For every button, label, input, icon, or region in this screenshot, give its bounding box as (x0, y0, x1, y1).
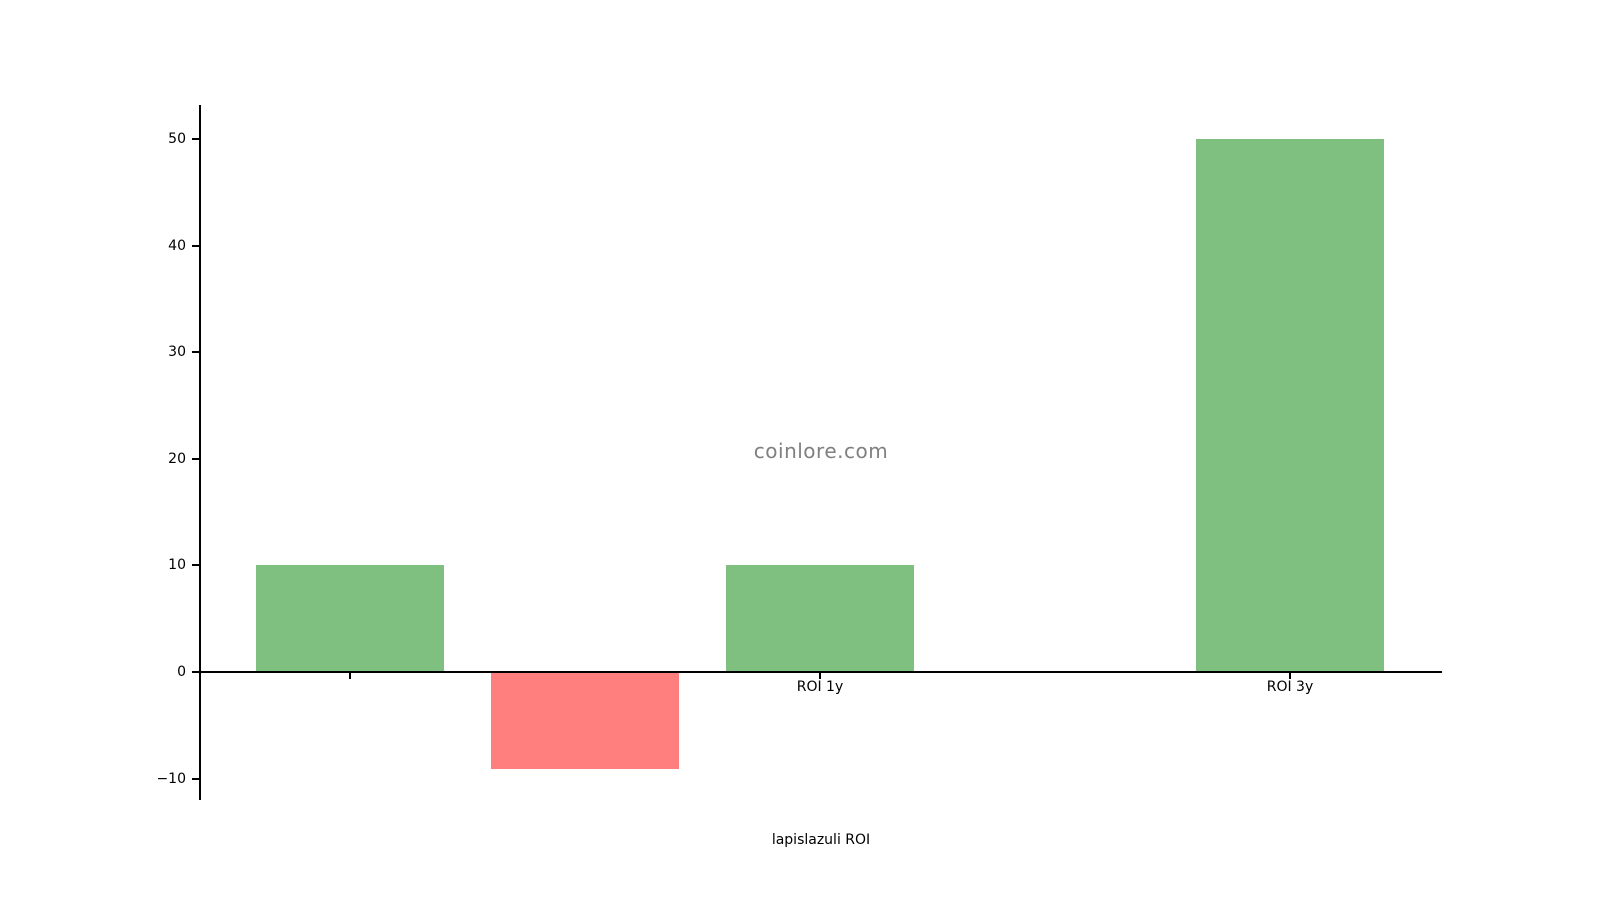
y-axis-tick-label: 20 (168, 450, 186, 467)
x-axis-tick (1289, 672, 1291, 679)
y-axis-tick-label: 50 (168, 131, 186, 147)
y-axis-tick-label: 0 (177, 664, 186, 680)
x-axis-tick-label: ROI 3y (1266, 679, 1314, 695)
bar-slot0 (256, 565, 444, 672)
x-axis-title: lapislazuli ROI (771, 832, 871, 848)
y-axis-tick-label: 10 (168, 557, 186, 574)
y-axis-tick-label: 30 (168, 344, 186, 361)
x-axis-tick (349, 672, 351, 679)
y-axis-tick (192, 351, 199, 354)
watermark-text: coinlore.com (753, 439, 889, 463)
y-axis-tick (192, 244, 199, 247)
x-axis-tick (819, 672, 821, 679)
y-axis-tick-label: 40 (168, 237, 186, 254)
y-axis-tick-label: −10 (156, 770, 186, 787)
y-axis-line (199, 105, 201, 800)
x-axis-tick-label: ROI 1y (796, 679, 844, 695)
y-axis-tick (192, 777, 199, 780)
bar-slot1 (491, 672, 679, 769)
bar-roi-1y (726, 565, 914, 672)
y-axis-tick (192, 671, 199, 673)
y-axis-tick (192, 564, 199, 567)
y-axis-tick (192, 457, 199, 460)
bar-roi-3y (1196, 139, 1384, 672)
y-axis-tick (192, 138, 199, 140)
x-axis-line (200, 671, 1442, 673)
